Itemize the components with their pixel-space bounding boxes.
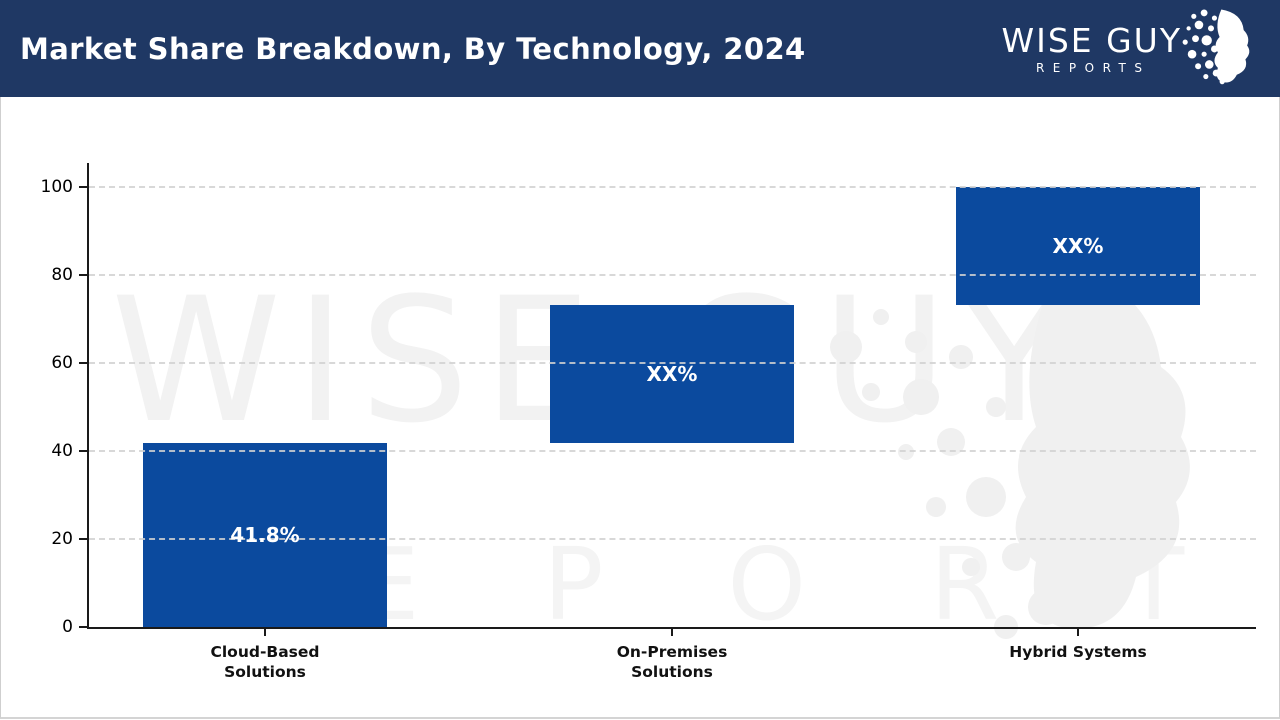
bar-value-label: XX%	[1052, 233, 1104, 258]
page-title: Market Share Breakdown, By Technology, 2…	[20, 31, 806, 66]
y-axis-tickmark	[79, 274, 89, 276]
gridline-60	[89, 362, 1256, 364]
x-axis-spine	[87, 627, 1256, 629]
brand-subname: REPORTS	[1035, 60, 1151, 75]
gridline-80	[89, 274, 1256, 276]
y-axis-tick-label: 100	[40, 177, 73, 197]
y-axis-tick-label: 80	[51, 265, 73, 285]
x-axis-tickmark	[671, 627, 673, 636]
bar-value-label: 41.8%	[230, 523, 300, 548]
y-axis-tick-label: 40	[51, 441, 73, 461]
bar-segment-1	[550, 304, 794, 444]
x-axis-category-label: Cloud-Based Solutions	[210, 643, 320, 681]
y-axis-tickmark	[79, 186, 89, 188]
dotted-face-logo-icon	[1182, 8, 1250, 84]
x-axis-tickmark	[1077, 627, 1079, 636]
x-axis-category-label: On-Premises Solutions	[616, 643, 728, 681]
brand-name: WISE GUY	[1001, 20, 1182, 60]
gridline-100	[89, 186, 1256, 188]
y-axis-tick-label: 20	[51, 529, 73, 549]
y-axis-tickmark	[79, 362, 89, 364]
x-axis-tickmark	[264, 627, 266, 636]
chart-area: WISE GUY R E P O R T S 02040608010041.8%…	[0, 97, 1280, 719]
bar-segment-0	[143, 443, 387, 627]
x-axis-category-label: Hybrid Systems	[1009, 643, 1147, 661]
gridline-20	[89, 538, 1256, 540]
gridline-40	[89, 450, 1256, 452]
y-axis-tickmark	[79, 626, 89, 628]
y-axis-tick-label: 60	[51, 353, 73, 373]
y-axis-tickmark	[79, 538, 89, 540]
bar-segment-2	[956, 187, 1200, 305]
y-axis-spine	[87, 163, 89, 629]
brand-logo: WISE GUY REPORTS	[1001, 6, 1254, 92]
brand-logo-text: WISE GUY REPORTS	[1001, 24, 1182, 74]
header-bar: Market Share Breakdown, By Technology, 2…	[0, 0, 1280, 97]
y-axis-tickmark	[79, 450, 89, 452]
bar-value-label: XX%	[646, 362, 698, 386]
y-axis-tick-label: 0	[62, 617, 73, 637]
